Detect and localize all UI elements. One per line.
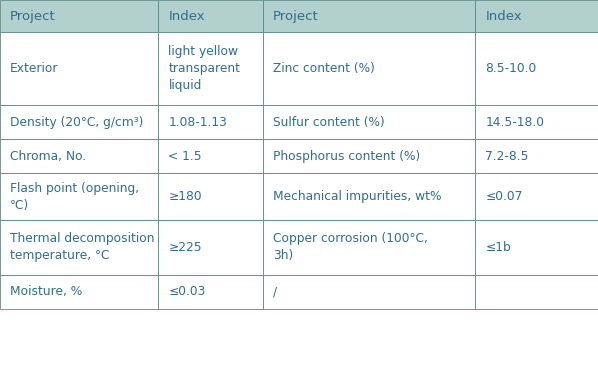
Bar <box>0 32 158 105</box>
Bar <box>475 0 598 32</box>
Bar <box>263 220 475 275</box>
Text: 1.08-1.13: 1.08-1.13 <box>169 116 227 128</box>
Bar <box>475 105 598 139</box>
Text: light yellow
transparent
liquid: light yellow transparent liquid <box>169 45 240 92</box>
Bar <box>0 173 158 220</box>
Bar <box>0 139 158 173</box>
Text: ≤0.07: ≤0.07 <box>486 190 523 203</box>
Text: Density (20°C, g/cm³): Density (20°C, g/cm³) <box>10 116 144 128</box>
Bar <box>263 32 475 105</box>
Text: ≤0.03: ≤0.03 <box>169 285 206 298</box>
Text: 14.5-18.0: 14.5-18.0 <box>486 116 544 128</box>
Bar <box>475 275 598 309</box>
Text: Sulfur content (%): Sulfur content (%) <box>273 116 385 128</box>
Text: ≥225: ≥225 <box>169 241 202 254</box>
Bar <box>158 32 263 105</box>
Bar <box>158 220 263 275</box>
Text: Zinc content (%): Zinc content (%) <box>273 62 375 75</box>
Bar <box>158 105 263 139</box>
Bar <box>0 220 158 275</box>
Text: 8.5-10.0: 8.5-10.0 <box>486 62 536 75</box>
Bar <box>263 275 475 309</box>
Text: < 1.5: < 1.5 <box>169 150 202 163</box>
Text: Phosphorus content (%): Phosphorus content (%) <box>273 150 420 163</box>
Bar <box>475 32 598 105</box>
Text: 7.2-8.5: 7.2-8.5 <box>486 150 529 163</box>
Bar <box>0 0 158 32</box>
Text: Flash point (opening,
°C): Flash point (opening, °C) <box>10 182 139 212</box>
Text: Project: Project <box>10 10 56 23</box>
Bar <box>263 139 475 173</box>
Bar <box>263 0 475 32</box>
Bar <box>263 173 475 220</box>
Text: Mechanical impurities, wt%: Mechanical impurities, wt% <box>273 190 441 203</box>
Text: Moisture, %: Moisture, % <box>10 285 83 298</box>
Bar <box>158 139 263 173</box>
Bar <box>475 220 598 275</box>
Text: /: / <box>273 285 277 298</box>
Bar <box>158 173 263 220</box>
Bar <box>158 275 263 309</box>
Bar <box>263 105 475 139</box>
Text: ≥180: ≥180 <box>169 190 202 203</box>
Bar <box>475 139 598 173</box>
Text: Project: Project <box>273 10 319 23</box>
Text: Index: Index <box>486 10 522 23</box>
Bar <box>475 173 598 220</box>
Text: Chroma, No.: Chroma, No. <box>10 150 86 163</box>
Bar <box>0 105 158 139</box>
Bar <box>0 275 158 309</box>
Text: Index: Index <box>169 10 205 23</box>
Text: Copper corrosion (100°C,
3h): Copper corrosion (100°C, 3h) <box>273 232 428 262</box>
Text: ≤1b: ≤1b <box>486 241 511 254</box>
Text: Exterior: Exterior <box>10 62 59 75</box>
Text: Thermal decomposition
temperature, °C: Thermal decomposition temperature, °C <box>10 232 154 262</box>
Bar <box>158 0 263 32</box>
